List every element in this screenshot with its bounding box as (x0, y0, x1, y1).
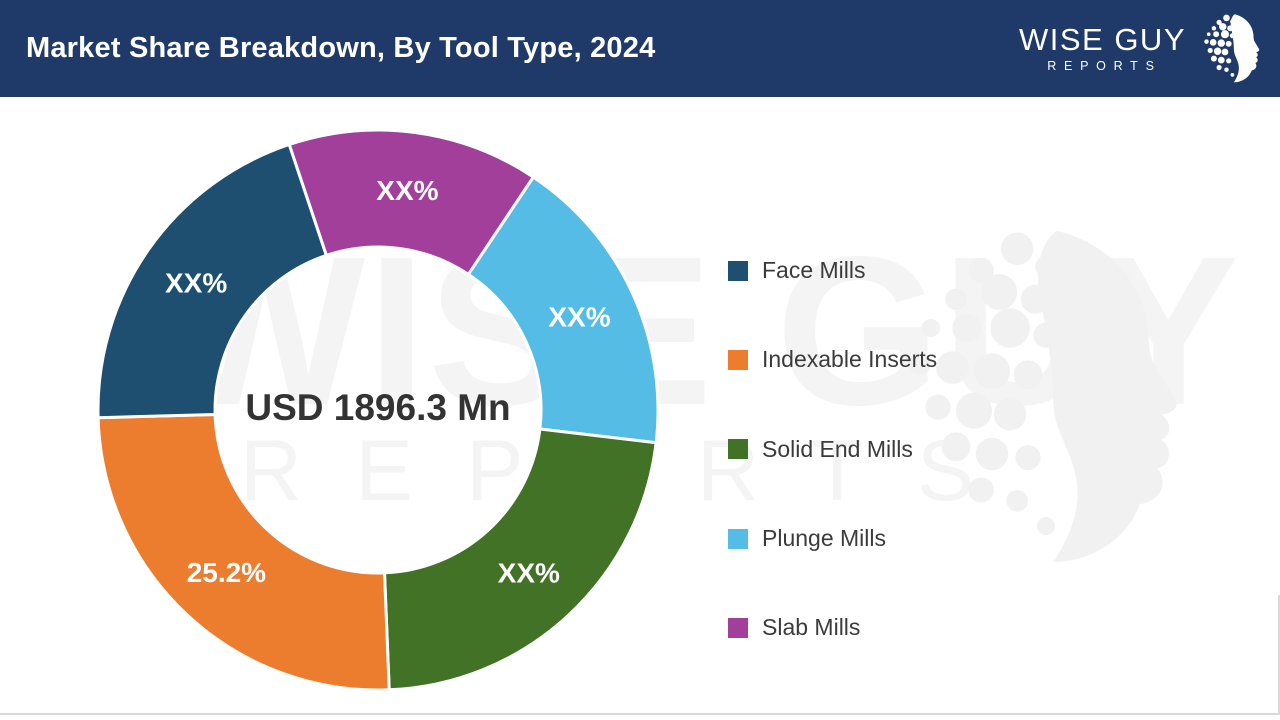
wise-guy-reports-logo: WISE GUY REPORTS (1019, 9, 1262, 89)
logo-wordmark: WISE GUY (1018, 21, 1186, 57)
legend-swatch-icon (728, 617, 748, 638)
donut-segment-slab-mills (287, 128, 535, 276)
legend-item: Plunge Mills (728, 524, 937, 551)
legend-item: Face Mills (728, 257, 937, 283)
logo-reports-text: REPORTS (1047, 59, 1162, 74)
segment-value-label: XX% (165, 268, 227, 299)
legend-item: Indexable Inserts (728, 346, 938, 373)
legend-swatch-icon (728, 528, 748, 549)
donut-segment-face-mills (96, 143, 328, 420)
legend-label: Slab Mills (762, 614, 861, 641)
bottom-border-line (0, 713, 1280, 715)
legend-label: Solid End Mills (762, 435, 913, 462)
legend-item: Solid End Mills (728, 435, 937, 462)
legend-label: Plunge Mills (762, 524, 886, 551)
segment-value-label: XX% (376, 175, 438, 206)
chart-center-value: USD 1896.3 Mn (245, 387, 511, 428)
legend: Face Mills Indexable Inserts Solid End M… (728, 257, 938, 641)
legend-label: Face Mills (762, 257, 866, 283)
page-title: Market Share Breakdown, By Tool Type, 20… (26, 32, 656, 64)
legend-item: Slab Mills (728, 614, 937, 641)
segment-value-label: XX% (498, 558, 560, 589)
right-border-line (1278, 595, 1280, 715)
legend-swatch-icon (728, 439, 748, 460)
legend-swatch-icon (728, 260, 748, 281)
donut-segment-plunge-mills (466, 175, 660, 445)
header-bar: Market Share Breakdown, By Tool Type, 20… (0, 0, 1280, 97)
segment-value-label: XX% (548, 302, 610, 333)
segment-value-label: 25.2% (187, 557, 266, 588)
donut-segment-solid-end-mills (383, 427, 658, 692)
legend-swatch-icon (728, 349, 748, 370)
donut-segment-indexable-inserts (96, 413, 391, 692)
legend-label: Indexable Inserts (762, 346, 938, 373)
